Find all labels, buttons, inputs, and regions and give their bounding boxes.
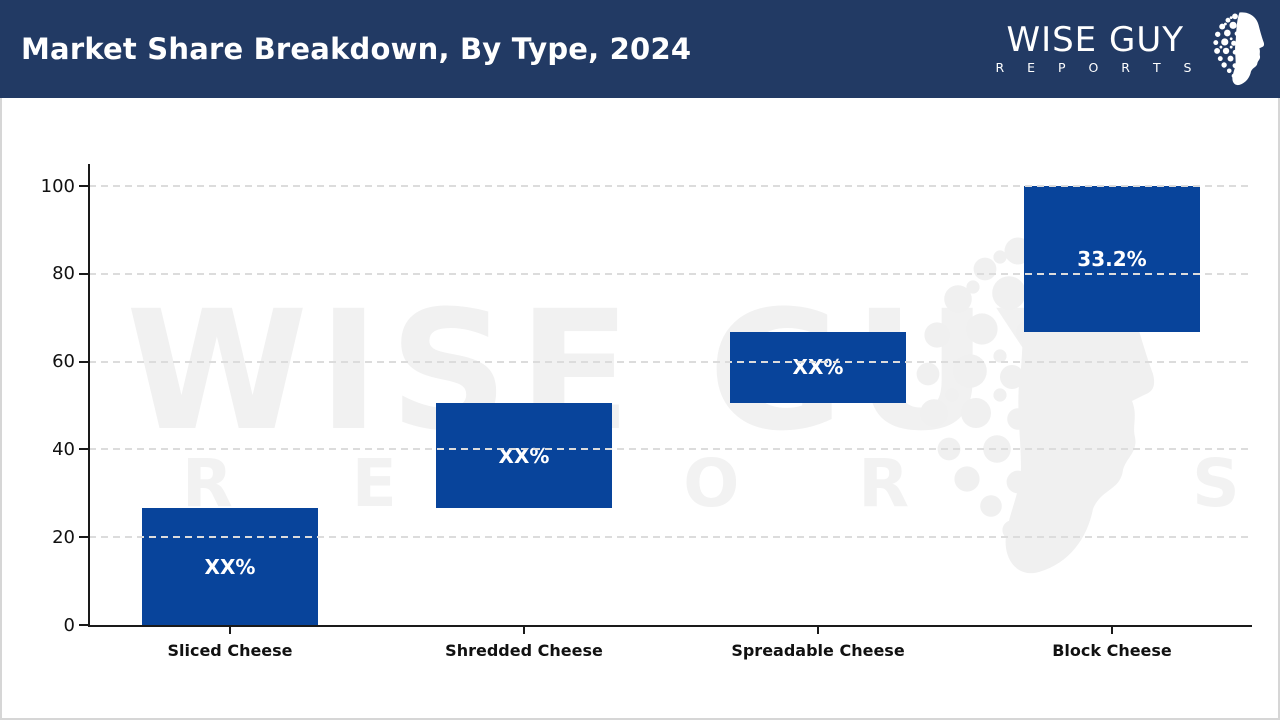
- gridline-80: [89, 272, 1252, 275]
- y-tick-80: [79, 272, 89, 275]
- y-axis-line: [88, 164, 90, 627]
- y-tick-label-20: 20: [52, 526, 75, 548]
- category-label-shredded-cheese: Shredded Cheese: [445, 641, 603, 660]
- y-tick-100: [79, 185, 89, 187]
- brand-subtitle: R E P O R T S: [995, 60, 1201, 76]
- y-tick-label-100: 100: [40, 175, 75, 197]
- gridline-60: [89, 360, 1252, 363]
- brand-logo: WISE GUY R E P O R T S: [989, 10, 1267, 88]
- gridline-20: [89, 536, 1252, 539]
- bar-value-label: XX%: [204, 554, 256, 579]
- x-tick-spreadable-cheese: [817, 627, 819, 634]
- bar-sliced-cheese: XX%: [142, 508, 318, 625]
- bar-block-cheese: 33.2%: [1024, 186, 1200, 332]
- y-tick-label-80: 80: [52, 263, 75, 285]
- bar-spreadable-cheese: XX%: [730, 331, 906, 403]
- category-label-block-cheese: Block Cheese: [1052, 641, 1172, 660]
- y-tick-20: [79, 536, 89, 539]
- bar-value-label: XX%: [792, 355, 844, 380]
- bar-value-label: XX%: [498, 443, 550, 468]
- chart-title: Market Share Breakdown, By Type, 2024: [21, 32, 692, 66]
- y-tick-label-0: 0: [63, 614, 75, 636]
- logo-head-icon: [1203, 10, 1267, 88]
- x-tick-sliced-cheese: [229, 627, 231, 634]
- y-tick-label-40: 40: [52, 438, 75, 460]
- gridline-100: [89, 185, 1252, 187]
- category-label-spreadable-cheese: Spreadable Cheese: [731, 641, 905, 660]
- brand-name: WISE GUY: [1006, 19, 1184, 60]
- x-tick-block-cheese: [1111, 627, 1113, 634]
- x-axis-line: [88, 625, 1252, 627]
- bar-shredded-cheese: XX%: [436, 402, 612, 509]
- bottom-edge-line: [0, 718, 1280, 720]
- header-bar: Market Share Breakdown, By Type, 2024 WI…: [0, 0, 1280, 98]
- y-tick-40: [79, 448, 89, 451]
- left-edge-line: [0, 98, 2, 720]
- x-tick-shredded-cheese: [523, 627, 525, 634]
- y-tick-60: [79, 360, 89, 363]
- right-edge-line: [1278, 98, 1280, 720]
- bar-value-label: 33.2%: [1077, 246, 1147, 271]
- brand-logo-text: WISE GUY R E P O R T S: [989, 19, 1201, 76]
- y-tick-0: [79, 624, 89, 626]
- y-tick-label-60: 60: [52, 351, 75, 373]
- category-label-sliced-cheese: Sliced Cheese: [167, 641, 293, 660]
- gridline-40: [89, 448, 1252, 451]
